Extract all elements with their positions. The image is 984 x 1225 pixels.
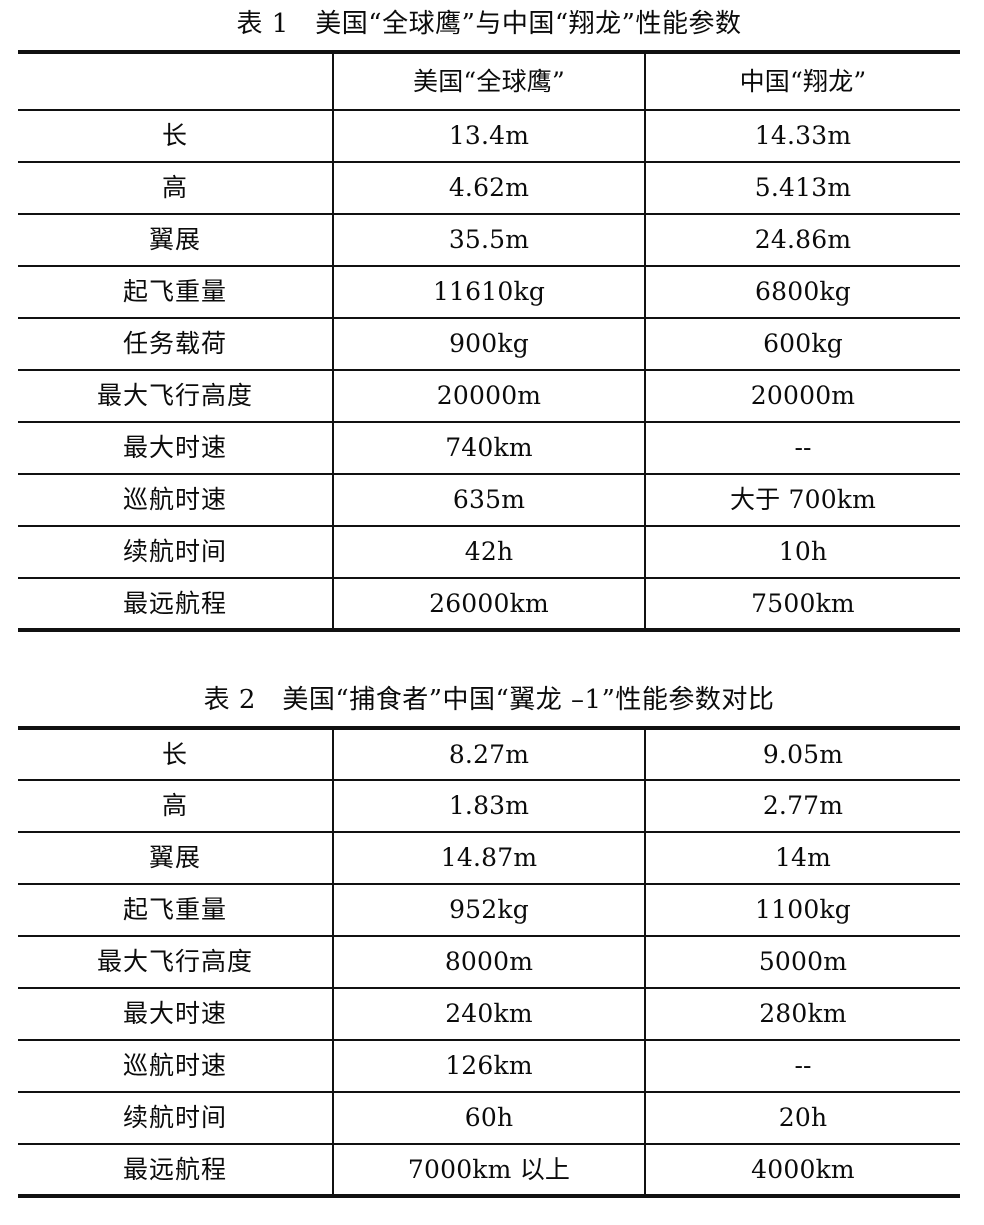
table1-row-value-cn: 10h — [644, 526, 960, 580]
table-2-caption: 表 2 美国“捕食者”中国“翼龙 –1”性能参数对比 — [203, 685, 775, 715]
table1-row-value-us: 13.4m — [332, 110, 645, 164]
table1-row-label: 续航时间 — [18, 526, 333, 580]
table2-row-value-cn: 4000km — [644, 1144, 960, 1199]
table1-row-value-cn: 24.86m — [644, 214, 960, 268]
table1-row-label: 长 — [18, 110, 333, 164]
table2-row-value-cn: 1100kg — [644, 884, 960, 938]
table-row: 起飞重量 11610kg 6800kg — [18, 266, 960, 320]
table-row: 最大飞行高度 20000m 20000m — [18, 370, 960, 424]
table-2: 长 8.27m 9.05m 高 1.83m 2.77m 翼展 14.87m 14m 起飞重量 952… — [18, 726, 960, 1199]
table-row: 任务载荷 900kg 600kg — [18, 318, 960, 372]
table-1-body: 美国“全球鹰” 中国“翔龙” 长 13.4m 14.33m 高 4.62m 5.413m 翼展 3… — [18, 50, 960, 633]
table1-row-value-us: 26000km — [332, 578, 645, 633]
table1-row-label: 最大飞行高度 — [18, 370, 333, 424]
table-row: 巡航时速 126km -- — [18, 1040, 960, 1094]
table1-row-value-cn: 6800kg — [644, 266, 960, 320]
table2-row-value-us: 952kg — [332, 884, 645, 938]
table-row: 最大飞行高度 8000m 5000m — [18, 936, 960, 990]
table1-row-value-us: 11610kg — [332, 266, 645, 320]
table2-row-value-cn: 2.77m — [644, 780, 960, 834]
table1-header-us: 美国“全球鹰” — [332, 50, 645, 112]
table1-row-value-us: 4.62m — [332, 162, 645, 216]
table2-row-value-us: 8.27m — [332, 726, 645, 782]
table-row: 高 4.62m 5.413m — [18, 162, 960, 216]
table1-row-label: 高 — [18, 162, 333, 216]
table1-row-value-us: 740km — [332, 422, 645, 476]
table2-row-value-us: 60h — [332, 1092, 645, 1146]
table2-row-label: 长 — [18, 726, 333, 782]
table2-row-label: 最大飞行高度 — [18, 936, 333, 990]
table1-row-label: 翼展 — [18, 214, 333, 268]
table2-row-label: 起飞重量 — [18, 884, 333, 938]
table2-row-label: 最大时速 — [18, 988, 333, 1042]
table1-row-label: 最大时速 — [18, 422, 333, 476]
table-row: 最大时速 240km 280km — [18, 988, 960, 1042]
table-row: 最远航程 7000km 以上 4000km — [18, 1144, 960, 1199]
table1-row-value-us: 20000m — [332, 370, 645, 424]
table-row: 长 8.27m 9.05m — [18, 726, 960, 782]
table1-row-value-cn: 5.413m — [644, 162, 960, 216]
table-row: 续航时间 60h 20h — [18, 1092, 960, 1146]
table2-row-value-us: 14.87m — [332, 832, 645, 886]
table1-row-value-cn: 14.33m — [644, 110, 960, 164]
table1-row-value-cn: -- — [644, 422, 960, 476]
table1-row-value-cn: 大于 700km — [644, 474, 960, 528]
table-1-caption: 表 1 美国“全球鹰”与中国“翔龙”性能参数 — [236, 9, 742, 39]
table2-row-value-us: 126km — [332, 1040, 645, 1094]
table2-row-label: 续航时间 — [18, 1092, 333, 1146]
table-1-block: 表 1 美国“全球鹰”与中国“翔龙”性能参数 美国“全球鹰” 中国“翔龙” 长 13.… — [18, 8, 960, 633]
table2-row-value-cn: 20h — [644, 1092, 960, 1146]
table2-row-value-cn: -- — [644, 1040, 960, 1094]
table2-row-label: 巡航时速 — [18, 1040, 333, 1094]
table1-header-cn: 中国“翔龙” — [644, 50, 960, 112]
table2-row-value-cn: 5000m — [644, 936, 960, 990]
table2-row-value-cn: 9.05m — [644, 726, 960, 782]
table1-row-value-us: 42h — [332, 526, 645, 580]
table1-header-blank — [18, 50, 333, 112]
table2-row-value-us: 8000m — [332, 936, 645, 990]
table2-row-label: 翼展 — [18, 832, 333, 886]
table-row: 起飞重量 952kg 1100kg — [18, 884, 960, 938]
table-row: 巡航时速 635m 大于 700km — [18, 474, 960, 528]
table-row: 长 13.4m 14.33m — [18, 110, 960, 164]
table1-row-label: 巡航时速 — [18, 474, 333, 528]
table1-header-row: 美国“全球鹰” 中国“翔龙” — [18, 50, 960, 112]
table-2-body: 长 8.27m 9.05m 高 1.83m 2.77m 翼展 14.87m 14m 起飞重量 952… — [18, 726, 960, 1199]
table-row: 续航时间 42h 10h — [18, 526, 960, 580]
table2-row-value-us: 240km — [332, 988, 645, 1042]
table2-row-value-cn: 280km — [644, 988, 960, 1042]
table2-row-value-us: 1.83m — [332, 780, 645, 834]
table-row: 最大时速 740km -- — [18, 422, 960, 476]
table-row: 翼展 35.5m 24.86m — [18, 214, 960, 268]
table2-row-label: 高 — [18, 780, 333, 834]
table1-row-label: 任务载荷 — [18, 318, 333, 372]
table1-row-value-us: 35.5m — [332, 214, 645, 268]
table-2-block: 表 2 美国“捕食者”中国“翼龙 –1”性能参数对比 长 8.27m 9.05m 高 1… — [18, 684, 960, 1199]
table-row: 翼展 14.87m 14m — [18, 832, 960, 886]
table-row: 最远航程 26000km 7500km — [18, 578, 960, 633]
table1-row-label: 起飞重量 — [18, 266, 333, 320]
table-row: 高 1.83m 2.77m — [18, 780, 960, 834]
table1-row-value-cn: 20000m — [644, 370, 960, 424]
table1-row-label: 最远航程 — [18, 578, 333, 633]
table2-row-label: 最远航程 — [18, 1144, 333, 1199]
table1-row-value-cn: 600kg — [644, 318, 960, 372]
table-1: 美国“全球鹰” 中国“翔龙” 长 13.4m 14.33m 高 4.62m 5.413m 翼展 3… — [18, 50, 960, 633]
table1-row-value-us: 635m — [332, 474, 645, 528]
table1-row-value-cn: 7500km — [644, 578, 960, 633]
table2-row-value-us: 7000km 以上 — [332, 1144, 645, 1199]
table1-row-value-us: 900kg — [332, 318, 645, 372]
table2-row-value-cn: 14m — [644, 832, 960, 886]
